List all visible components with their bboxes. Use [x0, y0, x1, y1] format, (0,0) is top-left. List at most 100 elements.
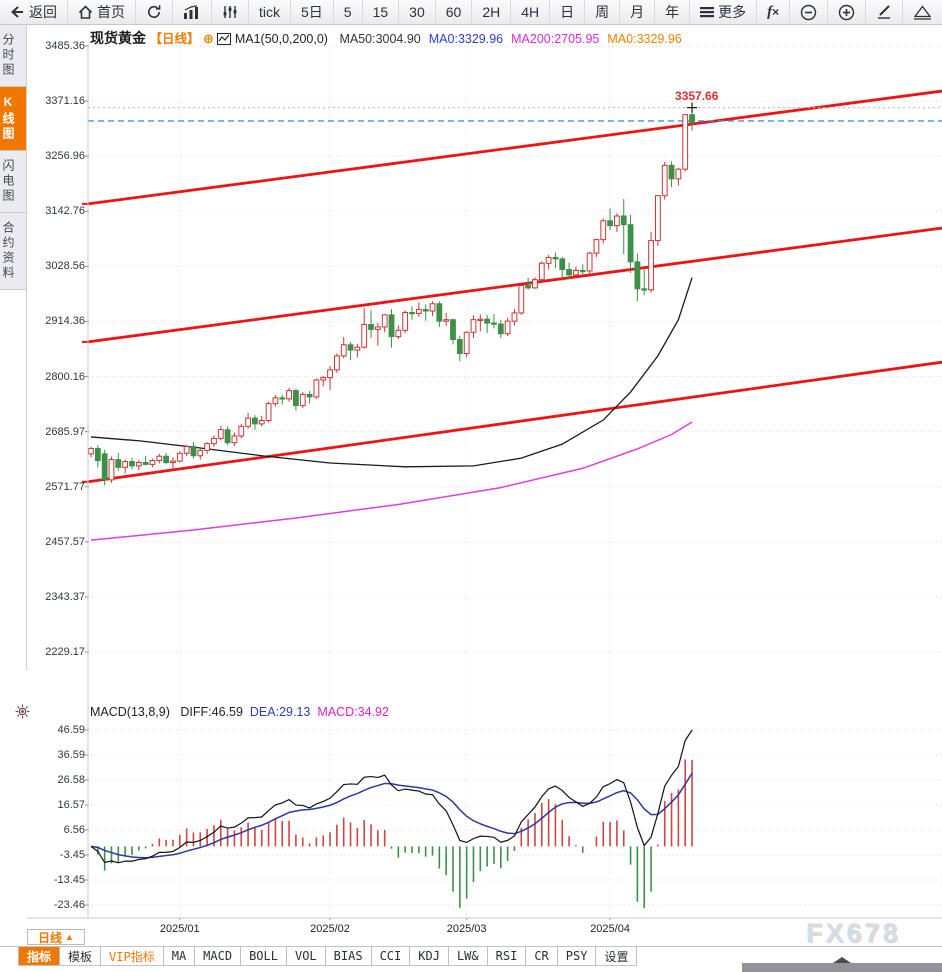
toolbar-button-首页[interactable]: 首页 — [68, 0, 136, 24]
toolbar-button-fx[interactable]: f× — [757, 0, 791, 24]
ma-settings-label: MA1(50,0,200,0) — [234, 32, 328, 46]
ma-value-2: MA200:2705.95 — [511, 32, 600, 46]
price-axis-label: 2571.77 — [45, 480, 85, 493]
ma-value-3: MA0:3329.96 — [607, 32, 682, 46]
macd-axis-label: -13.45 — [53, 873, 85, 886]
price-axis-label: 2685.97 — [45, 425, 85, 438]
toolbar-button-更多[interactable]: 更多 — [690, 0, 758, 24]
toolbar-button-refresh[interactable] — [136, 0, 173, 24]
indicator-tab-RSI[interactable]: RSI — [487, 947, 527, 966]
toolbar-button-60[interactable]: 60 — [436, 0, 473, 24]
chart-type-sidebar: 分时图 K线图 闪电图 合约资料 — [0, 25, 27, 670]
date-axis-label: 2025/04 — [590, 923, 630, 935]
zoom-out-icon — [800, 4, 817, 21]
equalizer-icon — [222, 5, 238, 19]
toolbar-button-年[interactable]: 年 — [655, 0, 691, 24]
indicator-tab-VIP指标[interactable]: VIP指标 — [101, 947, 164, 966]
toolbar-button-4H[interactable]: 4H — [511, 0, 551, 24]
session-high-label: 3357.66 — [675, 88, 719, 103]
macd-values: DIFF:46.59 DEA:29.13 MACD:34.92 — [173, 705, 389, 719]
price-axis-label: 3371.16 — [45, 95, 85, 108]
price-chart-canvas[interactable] — [27, 25, 942, 920]
indicator-tab-BOLL[interactable]: BOLL — [241, 947, 287, 966]
toolbar-button-返回[interactable]: 返回 — [0, 0, 68, 24]
indicator-tab-模板[interactable]: 模板 — [60, 947, 102, 966]
toolbar-button-tick[interactable]: tick — [249, 0, 291, 24]
macd-axis-label: -23.46 — [53, 899, 85, 911]
macd-axis-label: -3.45 — [59, 849, 85, 861]
fx-icon: f× — [767, 4, 780, 20]
ma-values: MA50:3004.90 MA0:3329.96 MA200:2705.95 MA0:… — [331, 32, 681, 46]
toolbar-button-triangle[interactable] — [903, 0, 942, 24]
toolbar-button-2H[interactable]: 2H — [472, 0, 512, 24]
chart-type-icon[interactable] — [217, 33, 232, 48]
sidebar-tab-2[interactable]: 闪电图 — [0, 151, 26, 213]
back-icon — [10, 5, 25, 19]
indicator-settings-gear-icon[interactable] — [15, 704, 30, 724]
indicator-tab-设置[interactable]: 设置 — [596, 947, 638, 966]
triangle-icon — [913, 4, 932, 20]
top-toolbar: 返回 首页 tick 5日 5 15 30 60 2H 4H 日周月年更多 f× — [0, 0, 942, 25]
menu-icon — [700, 6, 715, 18]
indicator-tab-CR[interactable]: CR — [526, 947, 558, 966]
date-axis-label: 2025/01 — [159, 923, 200, 935]
price-axis-label: 2229.17 — [45, 646, 85, 658]
toolbar-button-zoom-out[interactable] — [790, 0, 829, 24]
macd-header: MACD(13,8,9) DIFF:46.59 DEA:29.13 MACD:34.… — [90, 705, 389, 719]
chevron-up-icon: ▲ — [65, 932, 74, 942]
toolbar-button-bar-chart[interactable] — [173, 0, 212, 24]
macd-axis-label: 6.56 — [63, 824, 85, 836]
add-indicator-icon[interactable]: ⊕ — [202, 31, 214, 46]
watermark: FX678 — [806, 918, 901, 948]
date-axis-label: 2025/02 — [310, 923, 350, 935]
expand-arrow-icon — [833, 957, 851, 963]
toolbar-button-5[interactable]: 5 — [334, 0, 363, 24]
indicator-tab-指标[interactable]: 指标 — [18, 947, 61, 966]
date-axis-label: 2025/03 — [446, 923, 487, 935]
indicator-tab-KDJ[interactable]: KDJ — [410, 947, 449, 966]
chart-header: 现货黄金 【日线】 ⊕ MA1(50,0,200,0) MA50:3004.90… — [90, 28, 682, 48]
indicator-tab-VOL[interactable]: VOL — [286, 947, 326, 966]
toolbar-button-日[interactable]: 日 — [550, 0, 586, 24]
period-selector-label: 日线 — [38, 930, 63, 945]
sidebar-tab-1[interactable]: K线图 — [0, 87, 26, 151]
macd-axis-label: 36.59 — [57, 748, 85, 761]
indicator-toolbar: 指标 模板 VIP指标 MA MACD BOLL VOL BIAS CCI KDJ LW& RSI CR… — [0, 946, 942, 966]
toolbar-button-15[interactable]: 15 — [363, 0, 400, 24]
refresh-icon — [146, 4, 162, 20]
indicator-tab-PSY[interactable]: PSY — [557, 947, 597, 966]
ma-value-0: MA50:3004.90 — [339, 32, 421, 46]
indicator-tab-MACD[interactable]: MACD — [195, 947, 242, 966]
sidebar-tab-3[interactable]: 合约资料 — [0, 213, 26, 290]
toolbar-button-zoom-in[interactable] — [828, 0, 867, 24]
bottom-panel-handle[interactable] — [742, 957, 942, 972]
symbol-name: 现货黄金 — [90, 30, 146, 46]
toolbar-button-equalizer[interactable] — [212, 0, 249, 24]
period-selector[interactable]: 日线 ▲ — [27, 929, 85, 945]
period-tag: 【日线】 — [149, 32, 200, 46]
indicator-tab-MA[interactable]: MA — [163, 947, 196, 966]
pencil-icon — [876, 4, 892, 20]
macd-value-1: DEA:29.13 — [249, 705, 311, 719]
price-axis-label: 3142.76 — [45, 205, 85, 218]
toolbar-button-pencil[interactable] — [866, 0, 904, 24]
macd-value-0: DIFF:46.59 — [180, 705, 243, 719]
sidebar-tab-0[interactable]: 分时图 — [0, 25, 26, 87]
price-axis-label: 2343.37 — [45, 590, 85, 603]
indicator-tab-LW&[interactable]: LW& — [448, 947, 488, 966]
macd-axis-label: 46.59 — [57, 724, 85, 736]
macd-value-2: MACD:34.92 — [317, 705, 389, 719]
indicator-tab-BIAS[interactable]: BIAS — [325, 947, 372, 966]
bar-chart-icon — [183, 5, 201, 19]
price-axis-label: 3256.96 — [45, 150, 85, 163]
home-icon — [78, 5, 93, 19]
macd-title: MACD(13,8,9) — [90, 705, 170, 719]
price-axis-label: 3485.36 — [45, 40, 85, 52]
price-axis-label: 2457.57 — [45, 535, 85, 548]
toolbar-button-5日[interactable]: 5日 — [291, 0, 334, 24]
toolbar-button-月[interactable]: 月 — [620, 0, 656, 24]
indicator-tab-CCI[interactable]: CCI — [371, 947, 411, 966]
toolbar-button-30[interactable]: 30 — [399, 0, 436, 24]
toolbar-button-周[interactable]: 周 — [585, 0, 621, 24]
